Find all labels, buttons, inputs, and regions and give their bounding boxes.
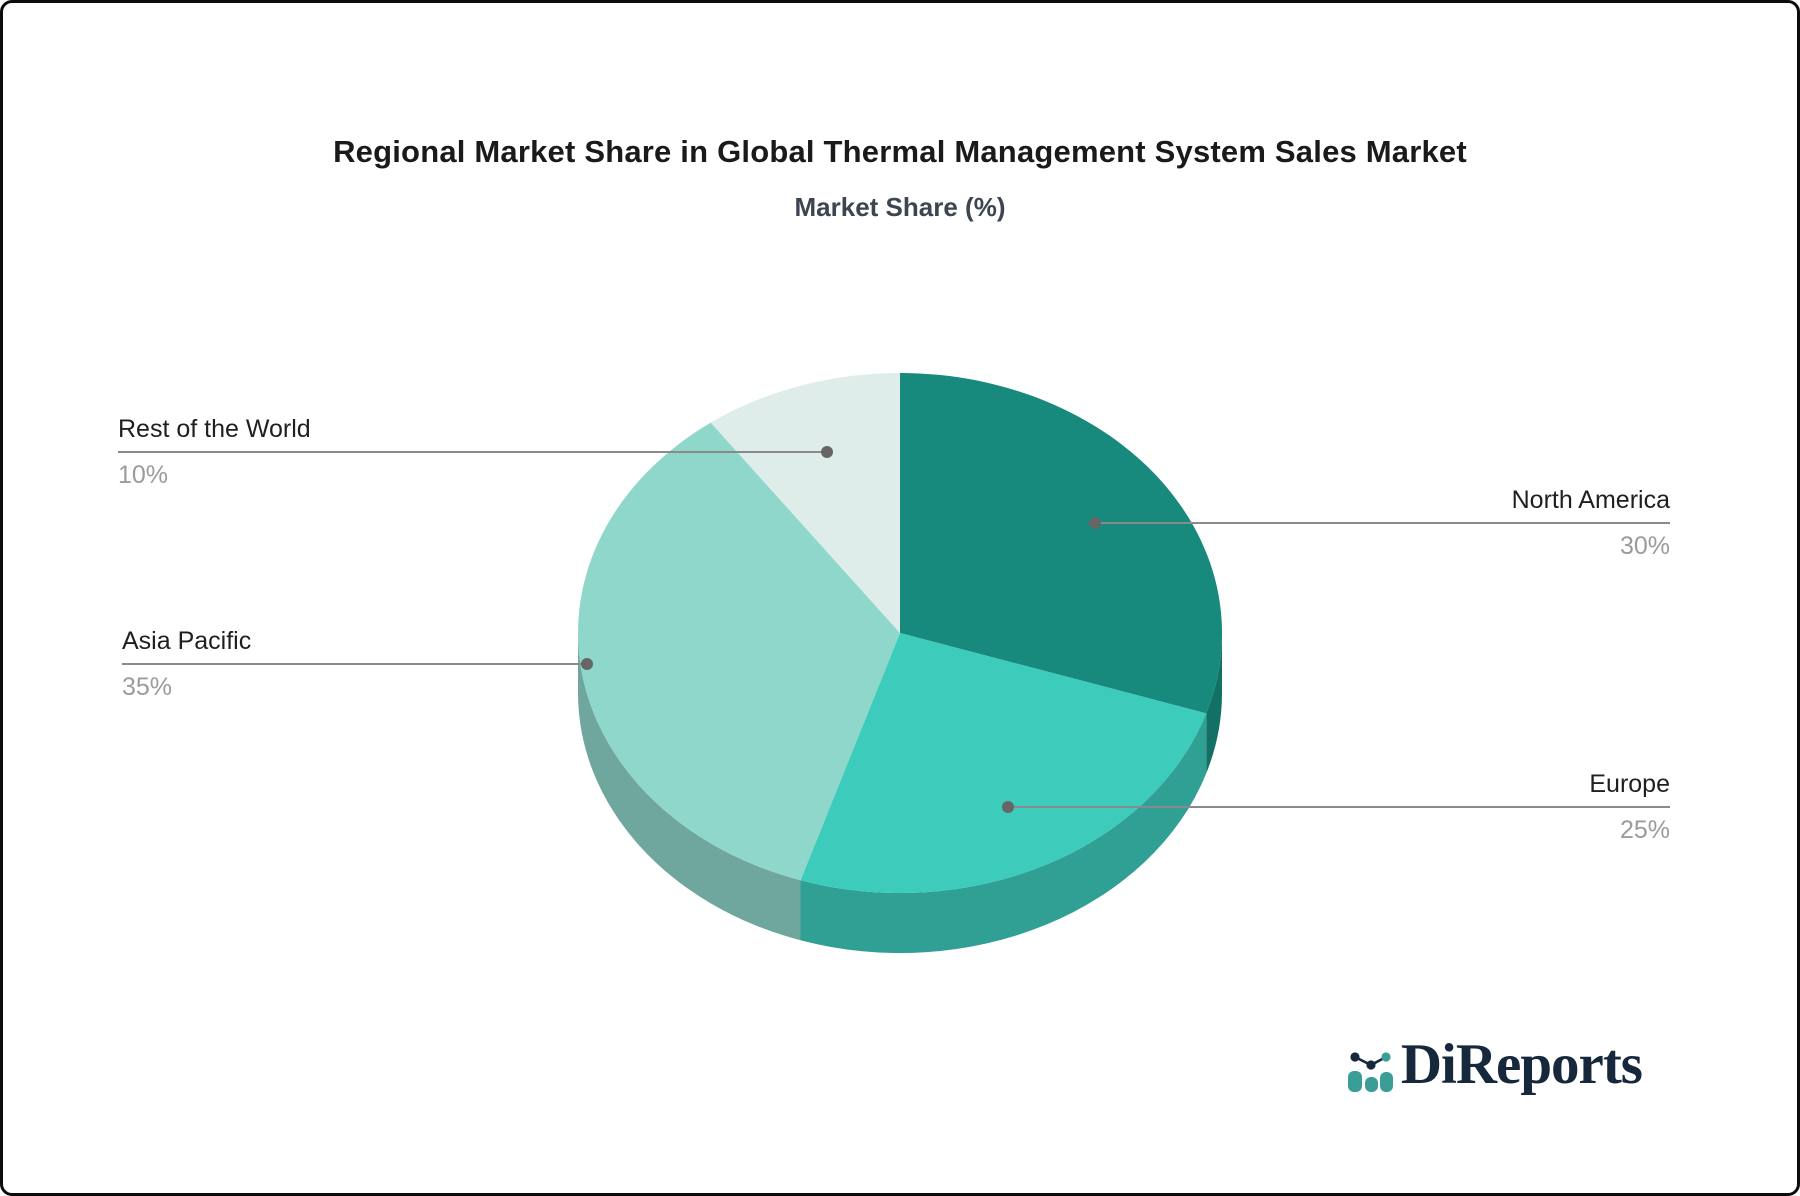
leader-dot-2 <box>581 658 593 670</box>
label-europe-name: Europe <box>1589 770 1670 798</box>
pie-slice-side-0 <box>1206 633 1222 774</box>
label-north-america-name: North America <box>1511 486 1670 514</box>
logo-bar-1 <box>1347 1071 1362 1092</box>
label-asia-pacific-name: Asia Pacific <box>122 627 252 655</box>
label-europe: Europe 25% <box>1589 768 1670 846</box>
pie-slice-side-1 <box>800 713 1207 954</box>
brand-logo: DiReports <box>1345 1033 1643 1096</box>
pie-slice-side-2 <box>578 633 801 941</box>
chart-title: Regional Market Share in Global Thermal … <box>333 134 1467 169</box>
label-asia-pacific: Asia Pacific 35% <box>122 625 251 703</box>
brand-logo-icon <box>1347 1052 1393 1092</box>
logo-dot-1 <box>1350 1052 1360 1062</box>
label-europe-value: 25% <box>1619 816 1670 844</box>
label-rest-of-world-name: Rest of the World <box>118 415 311 443</box>
logo-bar-2 <box>1364 1077 1378 1092</box>
label-rest-of-world: Rest of the World 10% <box>118 413 311 491</box>
pie-slice-2[interactable] <box>578 422 900 881</box>
label-rest-of-world-value: 10% <box>118 461 169 489</box>
leader-dot-3 <box>821 446 833 458</box>
leader-dot-1 <box>1002 801 1014 813</box>
pie-slice-3[interactable] <box>710 373 900 633</box>
label-north-america: North America 30% <box>1512 484 1670 562</box>
logo-bar-3 <box>1379 1072 1393 1092</box>
logo-dot-2 <box>1366 1060 1376 1070</box>
pie-slice-0[interactable] <box>900 373 1222 714</box>
leader-dot-0 <box>1089 517 1101 529</box>
brand-logo-text: DiReports <box>1400 1033 1643 1096</box>
pie-slice-1[interactable] <box>800 633 1207 894</box>
chart-subtitle: Market Share (%) <box>794 192 1006 222</box>
label-north-america-value: 30% <box>1619 532 1670 560</box>
logo-dot-3 <box>1381 1052 1391 1062</box>
label-asia-pacific-value: 35% <box>122 673 173 701</box>
